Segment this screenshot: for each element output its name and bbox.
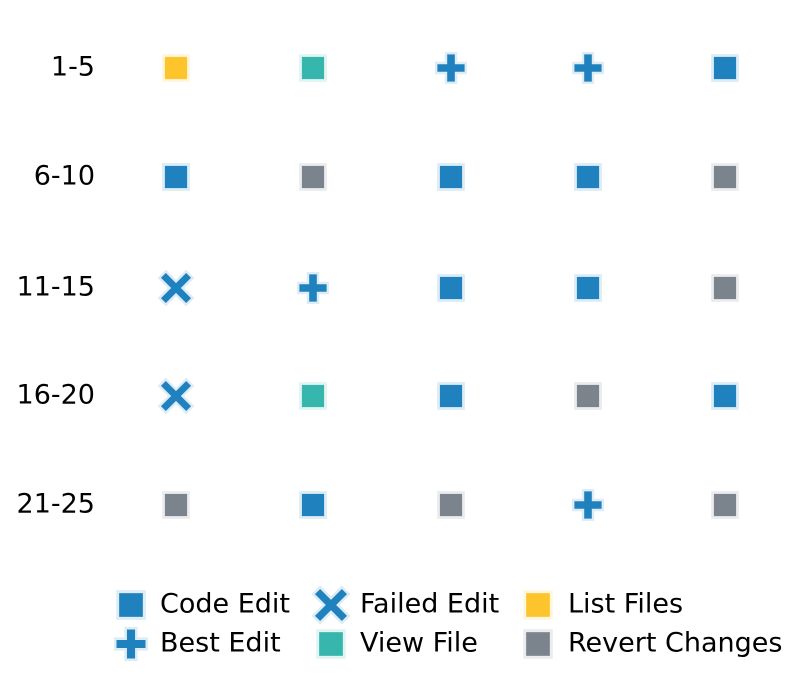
marker-code-edit [298,490,328,520]
legend-label-list-files: List Files [568,588,684,620]
plus-icon [113,626,149,662]
marker-revert-changes [710,162,740,192]
square-icon [522,589,554,621]
marker-code-edit [710,381,740,411]
x-icon [311,585,351,625]
marker-code-edit [573,162,603,192]
marker-view-file [298,53,328,83]
legend-label-revert-changes: Revert Changes [568,627,783,659]
row-label-1-5: 1-5 [50,51,95,83]
row-label-6-10: 6-10 [33,160,95,192]
marker-revert-changes [573,381,603,411]
marker-revert-changes [710,490,740,520]
square-icon [115,589,147,621]
row-label-11-15: 11-15 [16,271,95,303]
marker-revert-changes [161,490,191,520]
row-label-16-20: 16-20 [16,379,95,411]
marker-best-edit [297,272,329,304]
marker-code-edit [436,381,466,411]
marker-failed-edit [157,269,195,307]
marker-list-files [161,53,191,83]
square-icon [315,628,347,660]
legend-label-best-edit: Best Edit [160,627,281,659]
marker-code-edit [436,273,466,303]
marker-revert-changes [436,490,466,520]
marker-best-edit [572,52,604,84]
marker-best-edit [572,489,604,521]
marker-revert-changes [298,162,328,192]
marker-best-edit [435,52,467,84]
legend-label-code-edit: Code Edit [160,588,290,620]
square-icon [522,628,554,660]
marker-code-edit [573,273,603,303]
legend-label-view-file: View File [360,627,478,659]
marker-code-edit [161,162,191,192]
row-label-21-25: 21-25 [16,488,95,520]
legend-label-failed-edit: Failed Edit [360,588,500,620]
marker-failed-edit [157,377,195,415]
marker-revert-changes [710,273,740,303]
marker-code-edit [436,162,466,192]
marker-view-file [298,381,328,411]
marker-code-edit [710,53,740,83]
